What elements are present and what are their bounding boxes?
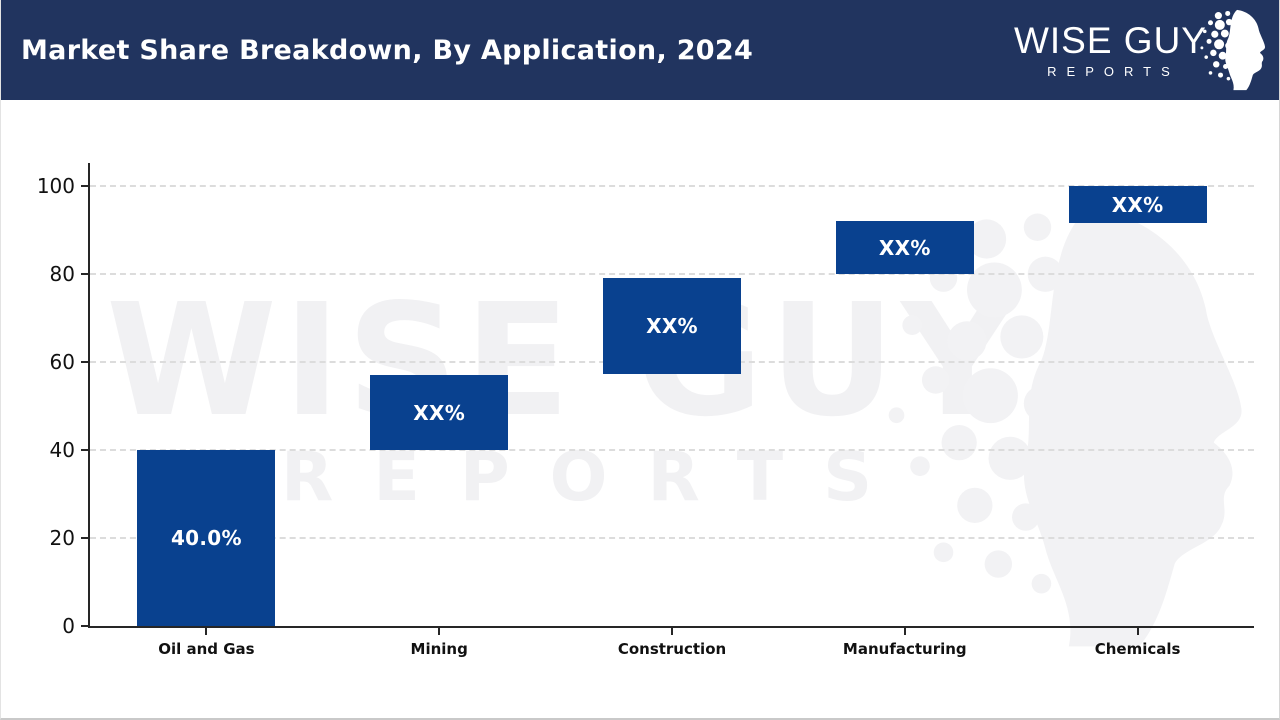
x-axis-category-label: Construction <box>617 640 727 658</box>
x-axis-category-label: Mining <box>410 640 468 658</box>
y-axis-tick-label: 0 <box>62 614 75 638</box>
x-axis-tick <box>205 628 208 635</box>
y-axis-line <box>88 163 90 628</box>
bar-value-label: XX% <box>413 400 466 425</box>
y-axis-tick <box>81 625 88 627</box>
x-axis-category-label: Chemicals <box>1094 640 1181 658</box>
y-axis-tick <box>81 537 88 539</box>
x-axis-tick <box>1136 628 1139 635</box>
x-axis-tick <box>671 628 673 635</box>
bar-value-label: XX% <box>878 235 931 260</box>
logo-wordmark: WISE GUY <box>1013 20 1207 61</box>
logo-text: WISE GUY REPORTS <box>1014 22 1207 78</box>
page-title: Market Share Breakdown, By Application, … <box>21 34 754 66</box>
gridline-40 <box>90 449 1254 451</box>
logo-subtitle: REPORTS <box>1047 64 1180 79</box>
y-axis-tick-label: 60 <box>49 350 75 374</box>
bar-chemicals: XX% <box>1068 186 1207 224</box>
watermark-subtitle: REPORTS <box>281 438 913 517</box>
y-axis-tick-label: 40 <box>49 438 75 462</box>
bar-manufacturing: XX% <box>835 221 974 274</box>
gridline-80 <box>90 273 1254 275</box>
bar-value-label: XX% <box>1111 192 1164 217</box>
wise-guy-reports-logo: WISE GUY REPORTS <box>1014 7 1271 93</box>
watermark-wordmark: WISE GUY <box>106 270 1020 451</box>
gridline-20 <box>90 537 1254 539</box>
x-axis-category-label: Oil and Gas <box>158 640 255 658</box>
y-axis-tick <box>81 449 88 451</box>
x-axis-tick <box>438 628 441 635</box>
gridline-100 <box>90 185 1254 187</box>
y-axis-tick <box>81 361 88 363</box>
x-axis-category-label: Manufacturing <box>842 640 967 658</box>
y-axis-tick-label: 100 <box>36 174 75 198</box>
y-axis-tick <box>81 273 88 275</box>
bar-construction: XX% <box>603 277 741 374</box>
y-axis-tick-label: 20 <box>49 526 75 550</box>
header-bar: Market Share Breakdown, By Application, … <box>1 0 1279 100</box>
bar-mining: XX% <box>370 375 509 450</box>
y-axis-tick-label: 80 <box>49 262 75 286</box>
x-axis-tick <box>903 628 906 635</box>
bar-oil-and-gas: 40.0% <box>137 450 276 626</box>
y-axis-tick <box>81 185 88 187</box>
x-axis-line <box>88 626 1254 628</box>
bar-value-label: 40.0% <box>170 526 242 550</box>
bar-value-label: XX% <box>646 313 698 338</box>
